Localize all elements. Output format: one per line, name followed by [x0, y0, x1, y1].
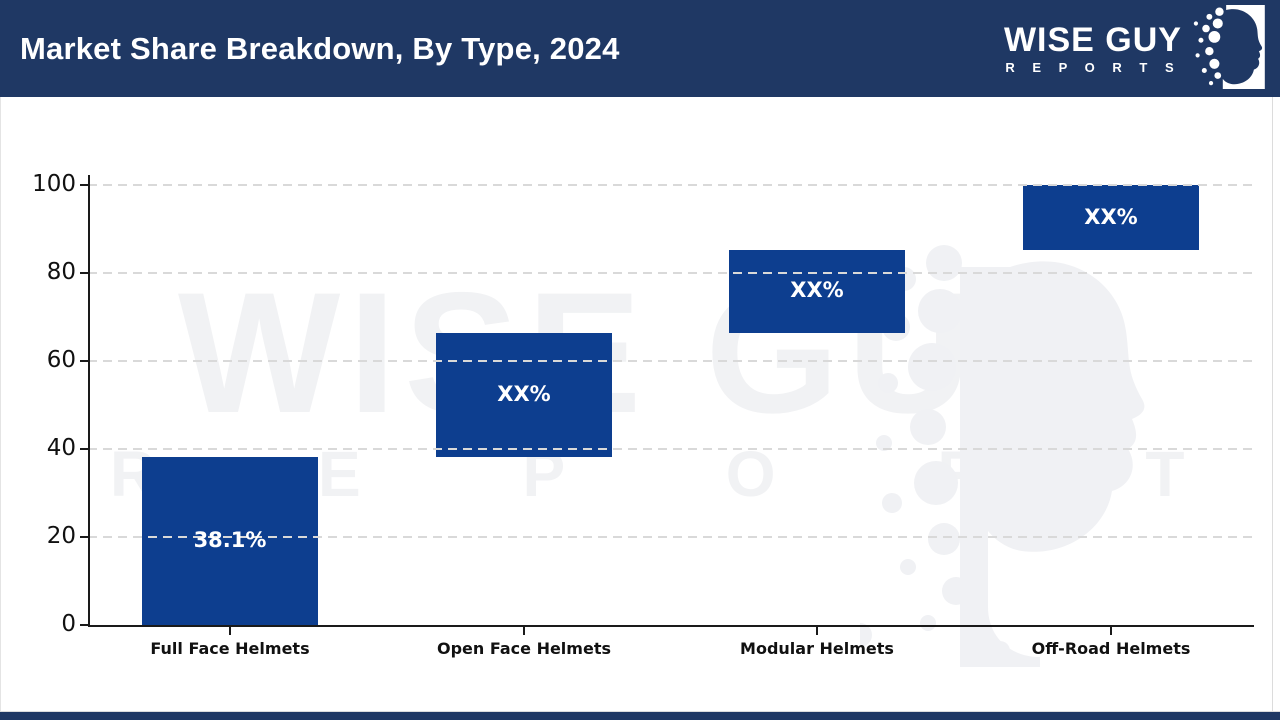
frame-border-right [1272, 97, 1273, 711]
bar-segment [142, 457, 318, 625]
page-title: Market Share Breakdown, By Type, 2024 [20, 30, 620, 66]
dotted-head-logo-icon [1188, 4, 1266, 93]
x-category-label: Full Face Helmets [150, 639, 310, 658]
y-tick-label-40: 40 [46, 435, 76, 461]
x-tick [229, 627, 231, 635]
bar-segment [1023, 185, 1199, 251]
y-tick-label-20: 20 [46, 523, 76, 549]
y-tick-40 [80, 448, 88, 450]
brand-logo: WISE GUY R E P O R T S [1004, 4, 1266, 93]
bar-value-label: 38.1% [193, 528, 267, 553]
frame-border-left [0, 97, 1, 711]
gridline-80 [88, 272, 1254, 274]
x-tick [1110, 627, 1112, 635]
bar-value-label: XX% [497, 382, 551, 407]
frame-border-bottom [0, 711, 1280, 712]
y-tick-label-100: 100 [32, 171, 76, 197]
y-tick-label-60: 60 [46, 347, 76, 373]
gridline-100 [88, 184, 1254, 186]
brand-subtitle: R E P O R T S [1005, 59, 1181, 75]
y-axis-line [88, 175, 90, 627]
gridline-40 [88, 448, 1254, 450]
bar-segment [436, 332, 612, 458]
x-tick [816, 627, 818, 635]
y-tick-100 [80, 184, 88, 186]
bar-value-label: XX% [790, 278, 844, 303]
y-tick-60 [80, 360, 88, 362]
y-tick-20 [80, 536, 88, 538]
bar-value-label: XX% [1084, 204, 1138, 229]
gridline-20 [88, 536, 1254, 538]
y-tick-label-80: 80 [46, 259, 76, 285]
x-category-label: Open Face Helmets [437, 639, 611, 658]
x-tick [523, 627, 525, 635]
gridline-60 [88, 360, 1254, 362]
bar-segment [729, 250, 905, 333]
y-tick-0 [80, 624, 88, 626]
y-tick-label-0: 0 [61, 611, 76, 637]
y-tick-80 [80, 272, 88, 274]
brand-name: WISE GUY [1003, 20, 1182, 59]
header-bar: Market Share Breakdown, By Type, 2024 WI… [0, 0, 1280, 97]
chart-area: WISE GUY R E P O R T S 02040608010038.1%… [0, 97, 1280, 712]
x-category-label: Modular Helmets [740, 639, 894, 658]
footer-bar [0, 712, 1280, 720]
brand-logo-text: WISE GUY R E P O R T S [1004, 23, 1182, 75]
x-category-label: Off-Road Helmets [1031, 639, 1191, 658]
x-axis-line [88, 625, 1254, 627]
